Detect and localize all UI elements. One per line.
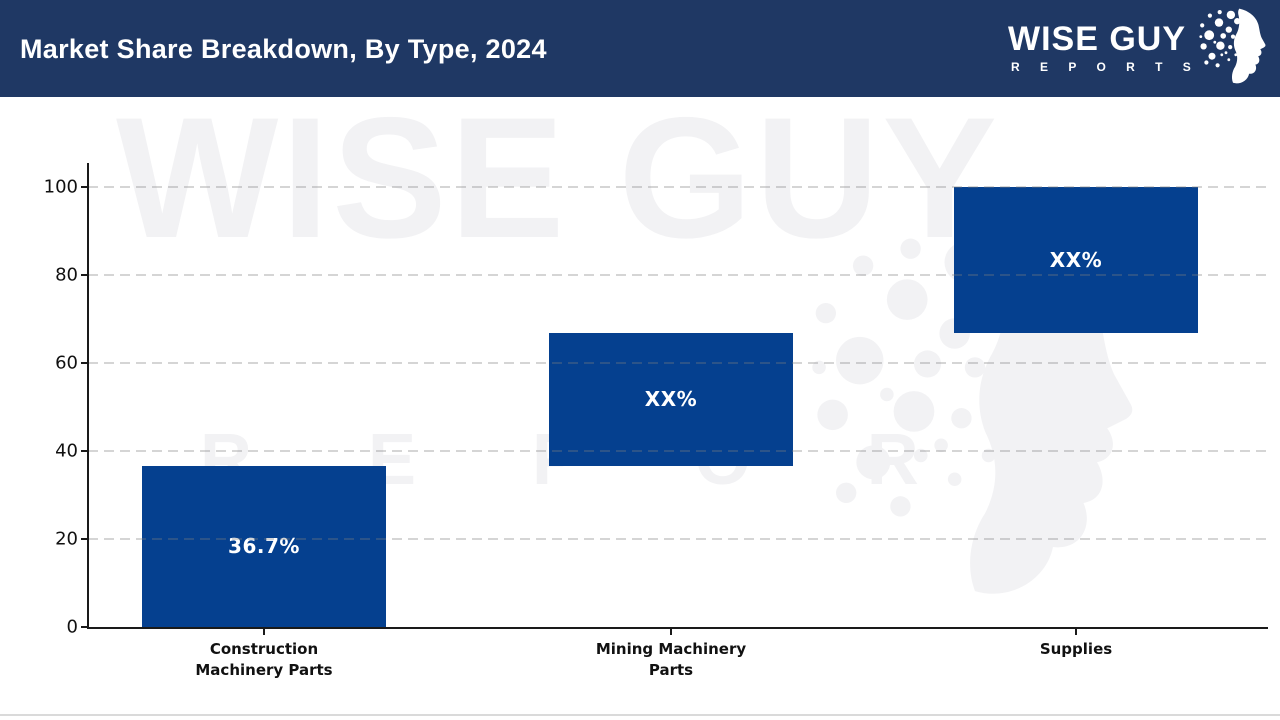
x-category-label: Mining Machinery Parts [595, 640, 747, 679]
dotted-head-icon [1198, 7, 1268, 90]
y-tick-label: 60 [55, 352, 78, 374]
y-tick-label: 0 [66, 616, 78, 638]
bar-construction-machinery-parts: 36.7% [142, 465, 386, 627]
page-title: Market Share Breakdown, By Type, 2024 [20, 34, 547, 64]
gridline [88, 186, 1268, 188]
bar-value-label: 36.7% [228, 534, 300, 559]
y-tick-mark [81, 538, 88, 540]
y-tick-label: 100 [43, 176, 78, 198]
logo-subtitle: R E P O R T S [1011, 60, 1200, 74]
footer-divider [0, 714, 1280, 716]
y-tick-label: 80 [55, 264, 78, 286]
gridline [88, 538, 1268, 540]
y-tick-label: 20 [55, 528, 78, 550]
bar-mining-machinery-parts: XX% [549, 333, 793, 466]
watermark-wordmark: WISE GUY [116, 82, 1001, 274]
wise-guy-reports-logo: WISE GUY R E P O R T S [1008, 4, 1268, 94]
bar-value-label: XX% [644, 387, 698, 412]
bar-supplies: XX% [954, 187, 1198, 334]
y-tick-mark [81, 186, 88, 188]
x-tick-mark [670, 629, 672, 635]
x-tick-mark [1075, 629, 1077, 635]
y-tick-label: 40 [55, 440, 78, 462]
y-tick-mark [81, 274, 88, 276]
x-axis-spine [87, 627, 1268, 629]
gridline [88, 274, 1268, 276]
x-category-label: Construction Machinery Parts [195, 640, 333, 679]
y-tick-mark [81, 626, 88, 628]
gridline [88, 450, 1268, 452]
y-axis-spine [87, 163, 89, 629]
x-category-label: Supplies [1039, 640, 1113, 658]
y-tick-mark [81, 450, 88, 452]
gridline [88, 362, 1268, 364]
logo-text: WISE GUY R E P O R T S [1008, 22, 1199, 74]
logo-wordmark: WISE GUY [1008, 20, 1187, 58]
x-tick-mark [263, 629, 265, 635]
waterfall-chart: WISE GUY R E P O R T S 02040608010036.7%… [0, 82, 1280, 715]
y-tick-mark [81, 362, 88, 364]
bar-value-label: XX% [1049, 248, 1103, 273]
header-bar: Market Share Breakdown, By Type, 2024 WI… [0, 0, 1280, 97]
